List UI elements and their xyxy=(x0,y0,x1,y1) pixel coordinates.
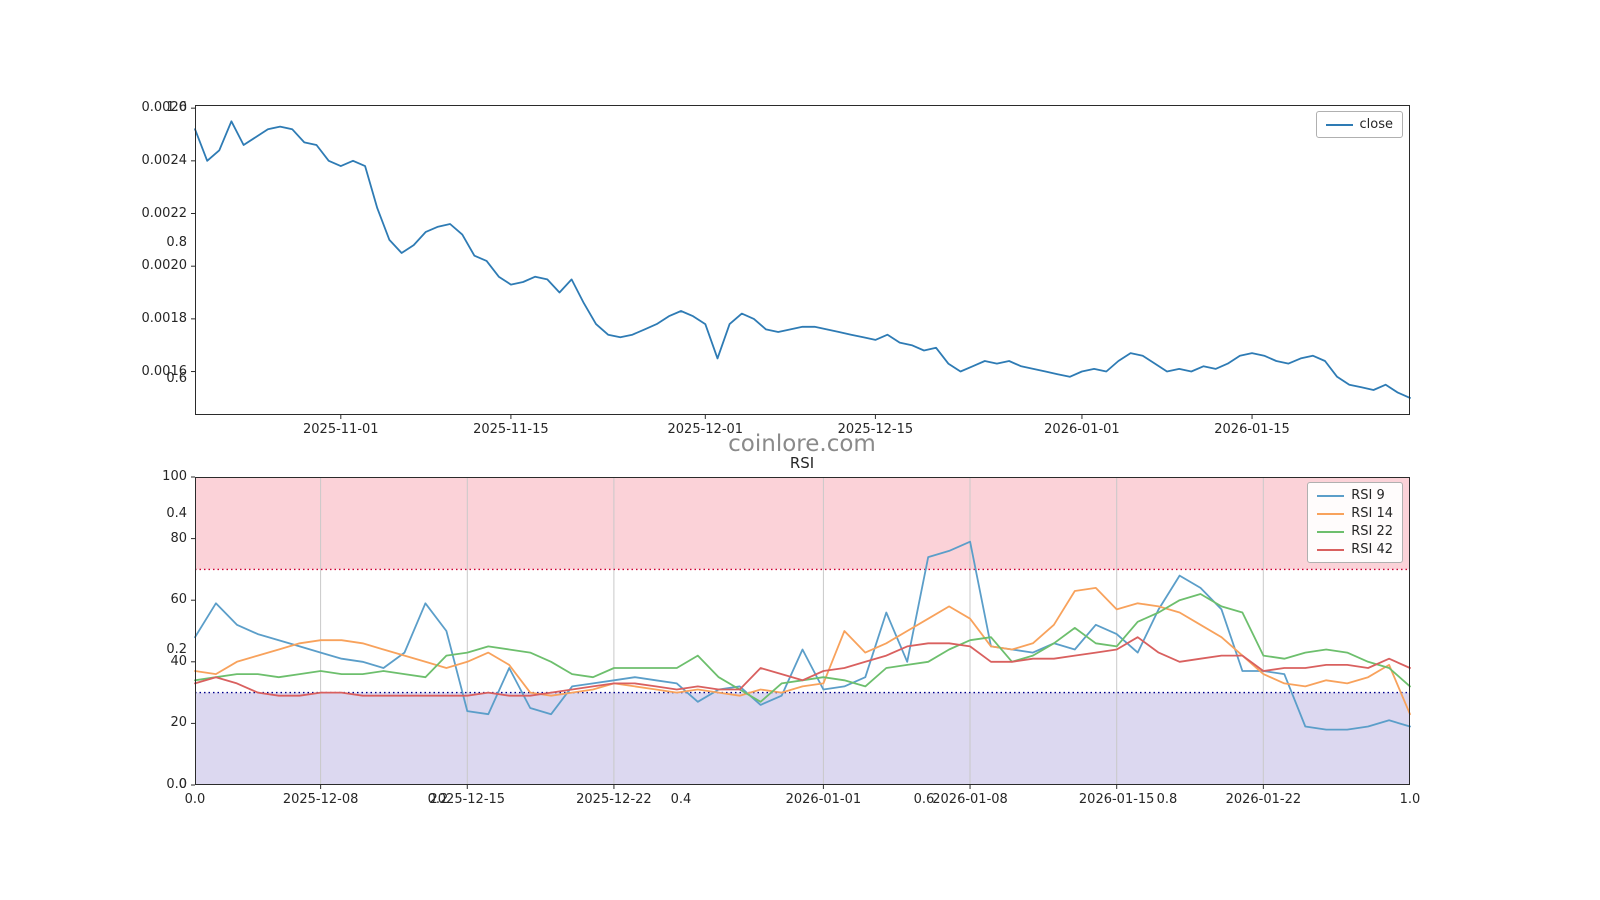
x-tick-label: 2026-01-15 xyxy=(1078,792,1155,807)
x-tick-label: 2026-01-22 xyxy=(1225,792,1302,807)
phantom-x-tick-label: 0.4 xyxy=(670,792,692,807)
x-tick-label: 2025-12-15 xyxy=(429,792,506,807)
legend-line-sample xyxy=(1317,530,1345,533)
phantom-y-tick-label: 0.6 xyxy=(166,370,187,386)
x-tick-label: 2025-12-08 xyxy=(282,792,359,807)
y-tick-label: 20 xyxy=(170,715,187,731)
price-legend: close xyxy=(1315,111,1403,138)
legend-line-sample xyxy=(1317,512,1345,515)
phantom-x-tick-label: 0.2 xyxy=(427,792,449,807)
phantom-y-tick-label: 0.8 xyxy=(166,235,187,251)
phantom-y-tick-label: 1.0 xyxy=(166,100,187,115)
y-tick-label: 0.0016 xyxy=(141,363,188,379)
legend-line-sample xyxy=(1317,494,1345,497)
phantom-x-tick-label: 0.0 xyxy=(184,792,206,807)
legend-item-label: RSI 14 xyxy=(1351,506,1393,521)
y-tick-label: 0.0020 xyxy=(141,258,188,274)
legend-item: RSI 9 xyxy=(1317,488,1393,503)
price-chart-plot xyxy=(191,107,1411,419)
series-line-close xyxy=(194,120,1411,399)
rsi-title: RSI xyxy=(789,454,815,472)
x-tick-label: 2025-12-01 xyxy=(667,422,744,437)
x-tick-label: 2025-11-01 xyxy=(303,422,379,437)
y-tick-label: 60 xyxy=(170,592,187,608)
watermark: coinlore.com xyxy=(728,431,876,457)
y-tick-label: 0.0018 xyxy=(141,310,188,326)
rsi-legend: RSI 9 RSI 14 RSI 22 RSI 42 xyxy=(1307,482,1403,563)
y-tick-label: 100 xyxy=(162,469,187,484)
y-tick-label: 0.0026 xyxy=(141,100,188,116)
y-tick-label: 0.0022 xyxy=(141,205,188,221)
legend-item-label: RSI 42 xyxy=(1351,542,1393,557)
phantom-y-tick-label: 0.4 xyxy=(166,506,187,522)
legend-item-label: close xyxy=(1359,117,1393,132)
series-line-rsi-14 xyxy=(194,587,1411,716)
y-tick-label: 40 xyxy=(170,653,187,669)
phantom-y-tick-label: 0.0 xyxy=(166,777,187,792)
legend-item: RSI 14 xyxy=(1317,506,1393,521)
x-tick-label: 2025-11-15 xyxy=(473,422,549,437)
rsi-chart-plot xyxy=(191,476,1411,789)
x-tick-label: 2026-01-08 xyxy=(932,792,1008,807)
legend-item: close xyxy=(1325,117,1393,132)
legend-item-label: RSI 22 xyxy=(1351,524,1393,539)
phantom-x-tick-label: 0.8 xyxy=(1156,792,1178,807)
legend-item-label: RSI 9 xyxy=(1351,488,1385,503)
legend-item: RSI 42 xyxy=(1317,542,1393,557)
y-tick-label: 0.0024 xyxy=(141,152,188,168)
phantom-y-tick-label: 0.2 xyxy=(166,641,187,657)
legend-line-sample xyxy=(1317,548,1345,551)
x-tick-label: 2025-12-22 xyxy=(576,792,652,807)
series-line-rsi-9 xyxy=(194,540,1411,731)
x-tick-label: 2026-01-01 xyxy=(785,792,862,807)
legend-item: RSI 22 xyxy=(1317,524,1393,539)
x-tick-label: 2026-01-15 xyxy=(1214,422,1290,437)
legend-line-sample xyxy=(1325,123,1353,126)
y-tick-label: 0 xyxy=(178,777,187,792)
x-tick-label: 2025-12-15 xyxy=(837,422,914,437)
y-tick-label: 80 xyxy=(170,530,187,546)
phantom-x-tick-label: 0.6 xyxy=(913,792,935,807)
x-tick-label: 2026-01-01 xyxy=(1044,422,1120,437)
phantom-x-tick-label: 1.0 xyxy=(1399,792,1421,807)
series-line-rsi-42 xyxy=(194,636,1411,697)
